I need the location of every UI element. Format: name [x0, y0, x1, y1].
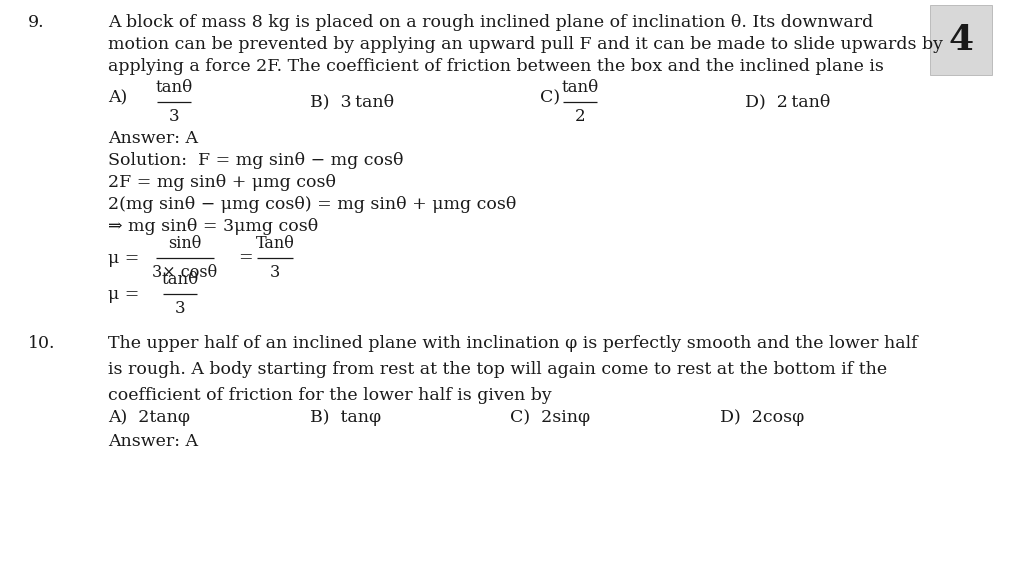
Text: Tanθ: Tanθ — [256, 235, 295, 252]
Text: 2F = mg sinθ + μmg cosθ: 2F = mg sinθ + μmg cosθ — [108, 174, 336, 191]
Text: 4: 4 — [948, 23, 974, 57]
Text: Solution:  F = mg sinθ − mg cosθ: Solution: F = mg sinθ − mg cosθ — [108, 151, 403, 168]
Text: μ =: μ = — [108, 249, 139, 266]
Text: tanθ: tanθ — [561, 79, 599, 96]
Text: The upper half of an inclined plane with inclination φ is perfectly smooth and t: The upper half of an inclined plane with… — [108, 336, 918, 353]
FancyBboxPatch shape — [930, 5, 992, 75]
Text: applying a force 2F. The coefficient of friction between the box and the incline: applying a force 2F. The coefficient of … — [108, 57, 884, 75]
Text: 3: 3 — [270, 264, 281, 281]
Text: sinθ: sinθ — [168, 235, 202, 252]
Text: is rough. A body starting from rest at the top will again come to rest at the bo: is rough. A body starting from rest at t… — [108, 361, 887, 378]
Text: Answer: A: Answer: A — [108, 434, 198, 451]
Text: A block of mass 8 kg is placed on a rough inclined plane of inclination θ. Its d: A block of mass 8 kg is placed on a roug… — [108, 14, 873, 31]
Text: tanθ: tanθ — [156, 79, 193, 96]
Text: 3× cosθ: 3× cosθ — [153, 264, 218, 281]
Text: motion can be prevented by applying an upward pull F and it can be made to slide: motion can be prevented by applying an u… — [108, 35, 943, 52]
Text: A)  2tanφ: A) 2tanφ — [108, 410, 190, 427]
Text: B)  3 tanθ: B) 3 tanθ — [310, 93, 394, 110]
Text: 2: 2 — [574, 108, 586, 125]
Text: 3: 3 — [169, 108, 179, 125]
Text: Answer: A: Answer: A — [108, 130, 198, 146]
Text: 2(mg sinθ − μmg cosθ) = mg sinθ + μmg cosθ: 2(mg sinθ − μmg cosθ) = mg sinθ + μmg co… — [108, 196, 516, 212]
Text: C)  2sinφ: C) 2sinφ — [510, 410, 590, 427]
Text: ⇒ mg sinθ = 3μmg cosθ: ⇒ mg sinθ = 3μmg cosθ — [108, 217, 318, 234]
Text: 3: 3 — [175, 300, 185, 317]
Text: B)  tanφ: B) tanφ — [310, 410, 381, 427]
Text: D)  2cosφ: D) 2cosφ — [720, 410, 804, 427]
Text: 10.: 10. — [28, 336, 55, 353]
Text: =: = — [238, 249, 253, 266]
Text: A): A) — [108, 89, 127, 106]
Text: 9.: 9. — [28, 14, 45, 31]
Text: C): C) — [540, 89, 560, 106]
Text: μ =: μ = — [108, 286, 139, 303]
Text: tanθ: tanθ — [162, 271, 199, 288]
Text: D)  2 tanθ: D) 2 tanθ — [745, 93, 830, 110]
Text: coefficient of friction for the lower half is given by: coefficient of friction for the lower ha… — [108, 387, 552, 405]
